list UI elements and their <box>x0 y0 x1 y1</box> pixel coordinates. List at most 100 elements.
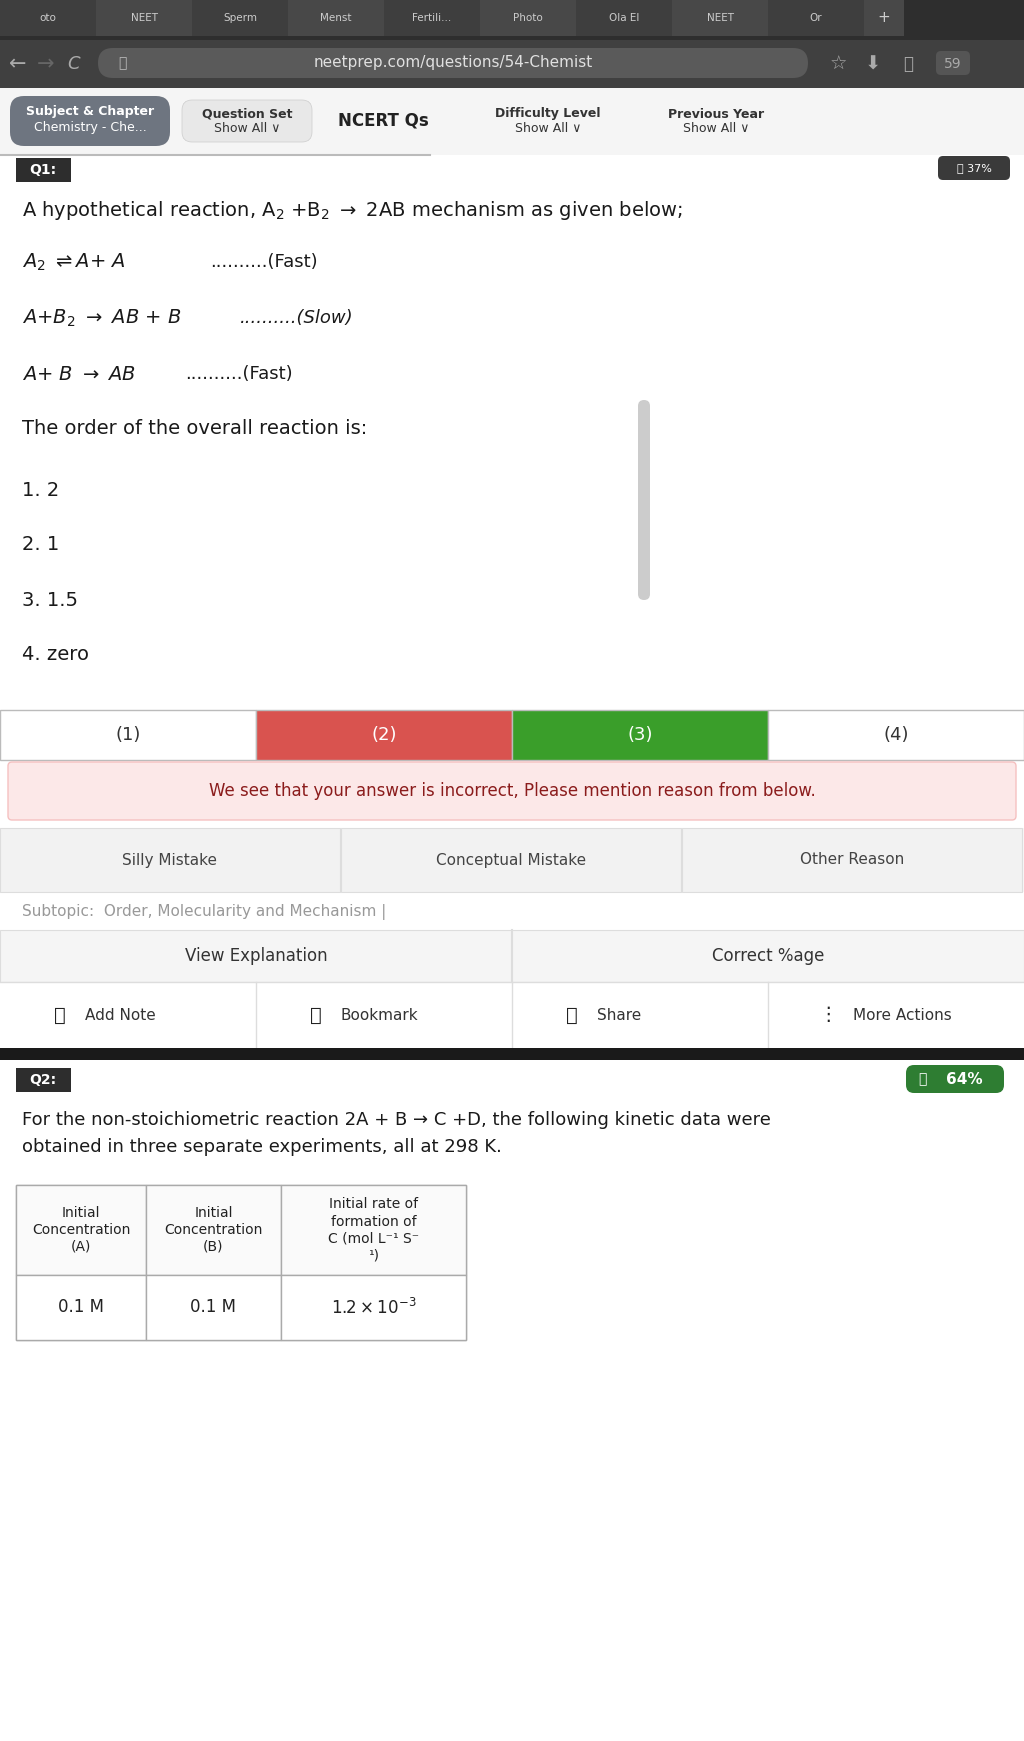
FancyBboxPatch shape <box>0 40 1024 89</box>
Text: ⋮: ⋮ <box>818 1006 838 1024</box>
Text: 0.1 M: 0.1 M <box>58 1299 104 1316</box>
Text: 59: 59 <box>944 57 962 71</box>
Text: $1.2 \times 10^{-3}$: $1.2 \times 10^{-3}$ <box>331 1297 417 1318</box>
Text: Initial rate of: Initial rate of <box>329 1198 418 1212</box>
Text: Q1:: Q1: <box>30 164 56 178</box>
Text: Question Set: Question Set <box>202 108 292 120</box>
FancyBboxPatch shape <box>146 1274 281 1341</box>
FancyBboxPatch shape <box>384 0 480 37</box>
FancyBboxPatch shape <box>638 400 650 601</box>
Text: 🔖: 🔖 <box>310 1006 322 1024</box>
FancyBboxPatch shape <box>16 1186 146 1274</box>
FancyBboxPatch shape <box>0 0 1024 40</box>
FancyBboxPatch shape <box>864 0 904 37</box>
Text: C: C <box>68 56 80 73</box>
Text: (3): (3) <box>628 726 652 743</box>
Text: Share: Share <box>597 1008 641 1022</box>
FancyBboxPatch shape <box>0 89 1024 155</box>
Text: ⬇: ⬇ <box>865 54 882 73</box>
FancyBboxPatch shape <box>512 710 768 761</box>
Text: oto: oto <box>40 12 56 23</box>
Text: Subject & Chapter: Subject & Chapter <box>26 106 154 118</box>
FancyBboxPatch shape <box>16 1274 146 1341</box>
Text: +: + <box>878 10 891 26</box>
Text: (B): (B) <box>203 1240 224 1254</box>
Text: Photo: Photo <box>513 12 543 23</box>
Text: ☆: ☆ <box>829 54 847 73</box>
Text: 3. 1.5: 3. 1.5 <box>22 590 78 609</box>
FancyBboxPatch shape <box>0 155 1024 836</box>
FancyBboxPatch shape <box>0 710 256 761</box>
Text: neetprep.com/questions/54-Chemist: neetprep.com/questions/54-Chemist <box>313 56 593 70</box>
Text: 64%: 64% <box>946 1071 982 1086</box>
Text: 🔒: 🔒 <box>118 56 126 70</box>
FancyBboxPatch shape <box>16 158 71 183</box>
FancyBboxPatch shape <box>193 0 288 37</box>
Text: A+ B $\rightarrow$ AB: A+ B $\rightarrow$ AB <box>22 364 136 383</box>
FancyBboxPatch shape <box>96 0 193 37</box>
Text: C (mol L⁻¹ S⁻: C (mol L⁻¹ S⁻ <box>328 1231 419 1245</box>
FancyBboxPatch shape <box>281 1274 466 1341</box>
Text: Correct %age: Correct %age <box>712 947 824 965</box>
Text: 🔴 37%: 🔴 37% <box>956 164 991 172</box>
Text: Subtopic:  Order, Molecularity and Mechanism |: Subtopic: Order, Molecularity and Mechan… <box>22 904 386 919</box>
FancyBboxPatch shape <box>98 49 808 78</box>
Text: 📄: 📄 <box>54 1006 66 1024</box>
FancyBboxPatch shape <box>480 0 575 37</box>
Text: Sperm: Sperm <box>223 12 257 23</box>
FancyBboxPatch shape <box>672 0 768 37</box>
Text: 👍: 👍 <box>918 1072 927 1086</box>
Text: Q2:: Q2: <box>30 1072 56 1086</box>
Text: Ola El: Ola El <box>609 12 639 23</box>
Text: obtained in three separate experiments, all at 298 K.: obtained in three separate experiments, … <box>22 1139 502 1156</box>
Text: 4. zero: 4. zero <box>22 646 89 665</box>
FancyBboxPatch shape <box>0 930 1024 982</box>
FancyBboxPatch shape <box>16 1186 466 1274</box>
Text: 1. 2: 1. 2 <box>22 481 59 500</box>
Text: (A): (A) <box>71 1240 91 1254</box>
Text: 🔗: 🔗 <box>566 1006 578 1024</box>
Text: Fertili...: Fertili... <box>413 12 452 23</box>
Text: Chemistry - Che...: Chemistry - Che... <box>34 122 146 134</box>
Text: ..........(Fast): ..........(Fast) <box>185 366 293 383</box>
FancyBboxPatch shape <box>8 763 1016 820</box>
FancyBboxPatch shape <box>182 99 312 143</box>
Text: Bookmark: Bookmark <box>341 1008 419 1022</box>
Text: formation of: formation of <box>331 1215 417 1229</box>
Text: More Actions: More Actions <box>853 1008 951 1022</box>
FancyBboxPatch shape <box>146 1186 281 1274</box>
FancyBboxPatch shape <box>575 0 672 37</box>
Text: Concentration: Concentration <box>164 1222 263 1238</box>
Text: View Explanation: View Explanation <box>184 947 328 965</box>
Text: A hypothetical reaction, A$_2$ +B$_2$ $\rightarrow$ 2AB mechanism as given below: A hypothetical reaction, A$_2$ +B$_2$ $\… <box>22 198 683 221</box>
Text: Other Reason: Other Reason <box>800 853 904 867</box>
Text: Or: Or <box>810 12 822 23</box>
Text: Silly Mistake: Silly Mistake <box>123 853 217 867</box>
FancyBboxPatch shape <box>938 157 1010 179</box>
FancyBboxPatch shape <box>682 829 1022 891</box>
Text: 0.1 M: 0.1 M <box>190 1299 237 1316</box>
Text: Show All ∨: Show All ∨ <box>515 122 582 136</box>
FancyBboxPatch shape <box>936 50 970 75</box>
Text: (2): (2) <box>372 726 396 743</box>
Text: NCERT Qs: NCERT Qs <box>338 111 428 131</box>
Text: NEET: NEET <box>707 12 733 23</box>
Text: ←: ← <box>9 54 27 75</box>
Text: Show All ∨: Show All ∨ <box>214 122 281 136</box>
FancyBboxPatch shape <box>0 829 1024 891</box>
FancyBboxPatch shape <box>0 0 96 37</box>
Text: Concentration: Concentration <box>32 1222 130 1238</box>
Text: ..........(Slow): ..........(Slow) <box>240 308 353 327</box>
FancyBboxPatch shape <box>0 1060 1024 1741</box>
Text: The order of the overall reaction is:: The order of the overall reaction is: <box>22 418 368 437</box>
Text: A+B$_2$ $\rightarrow$ AB + B: A+B$_2$ $\rightarrow$ AB + B <box>22 308 181 329</box>
Text: (4): (4) <box>884 726 908 743</box>
FancyBboxPatch shape <box>16 1274 466 1341</box>
Text: ..........(Fast): ..........(Fast) <box>210 252 317 272</box>
Text: Initial: Initial <box>61 1207 100 1220</box>
FancyBboxPatch shape <box>0 829 340 891</box>
Text: We see that your answer is incorrect, Please mention reason from below.: We see that your answer is incorrect, Pl… <box>209 782 815 801</box>
Text: 2. 1: 2. 1 <box>22 536 59 554</box>
Text: →: → <box>37 54 54 75</box>
Text: NEET: NEET <box>130 12 158 23</box>
